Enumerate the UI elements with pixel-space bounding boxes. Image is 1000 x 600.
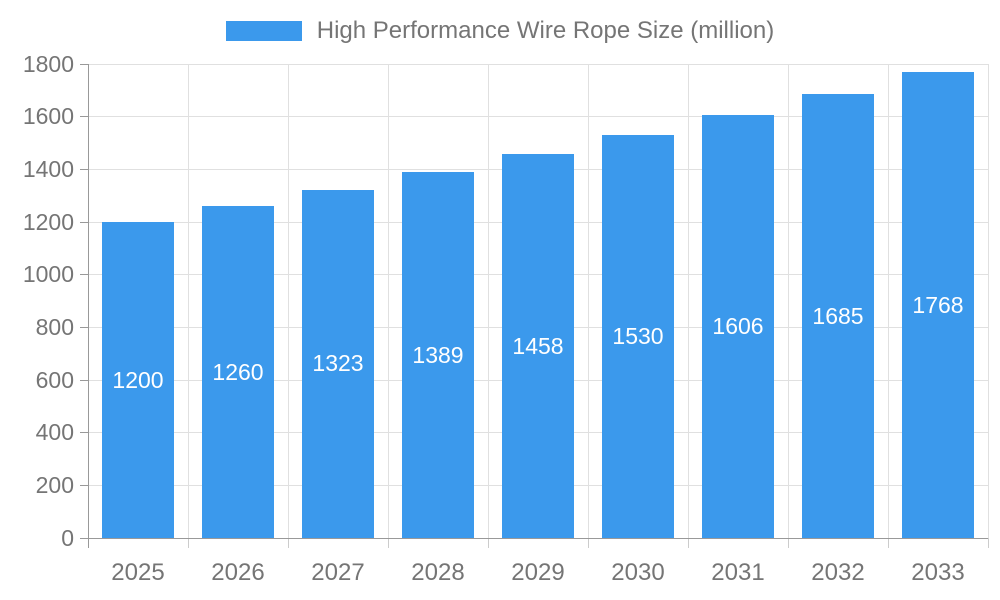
legend-label: High Performance Wire Rope Size (million…	[316, 17, 775, 44]
y-axis-label: 1400	[22, 155, 74, 182]
y-axis-tick	[80, 537, 88, 539]
x-gridline	[587, 64, 589, 538]
x-axis-label: 2026	[211, 559, 265, 586]
legend-swatch	[225, 21, 302, 41]
y-axis-tick	[80, 484, 88, 486]
x-axis-label: 2031	[711, 559, 765, 586]
bar[interactable]	[202, 206, 274, 538]
x-gridline	[687, 64, 689, 538]
x-gridline	[187, 64, 189, 538]
y-axis-label: 1600	[22, 103, 74, 130]
bar[interactable]	[402, 172, 474, 538]
bar[interactable]	[502, 154, 574, 538]
y-gridline	[88, 116, 988, 118]
bar[interactable]	[302, 189, 374, 538]
x-axis-tick	[787, 538, 789, 548]
legend-item[interactable]: High Performance Wire Rope Size (million…	[0, 14, 1000, 48]
y-axis-tick	[80, 326, 88, 328]
bar[interactable]	[902, 72, 974, 538]
x-axis-tick	[687, 538, 689, 548]
x-axis-label: 2030	[611, 559, 665, 586]
x-axis-label: 2025	[111, 559, 165, 586]
y-axis-label: 800	[35, 313, 74, 340]
x-axis-tick	[987, 538, 989, 548]
x-axis-label: 2032	[811, 559, 865, 586]
x-gridline	[987, 64, 989, 538]
y-axis-tick	[80, 379, 88, 381]
y-gridline	[88, 63, 988, 65]
bar[interactable]	[802, 94, 874, 538]
bar[interactable]	[702, 115, 774, 538]
x-axis-tick	[487, 538, 489, 548]
y-axis-label: 0	[61, 524, 74, 551]
x-axis-tick	[387, 538, 389, 548]
x-gridline	[887, 64, 889, 538]
x-axis-tick	[287, 538, 289, 548]
x-axis-label: 2028	[411, 559, 465, 586]
x-axis-tick	[887, 538, 889, 548]
y-axis-label: 1200	[22, 208, 74, 235]
y-axis-label: 1800	[22, 50, 74, 77]
x-gridline	[787, 64, 789, 538]
x-gridline	[487, 64, 489, 538]
bar[interactable]	[102, 222, 174, 538]
y-axis-label: 200	[35, 471, 74, 498]
x-axis-label: 2027	[311, 559, 365, 586]
x-axis-tick	[187, 538, 189, 548]
y-axis-tick	[80, 274, 88, 276]
y-axis-label: 1000	[22, 261, 74, 288]
y-axis-tick	[80, 116, 88, 118]
y-axis-tick	[80, 168, 88, 170]
y-axis-label: 400	[35, 419, 74, 446]
x-axis-line	[88, 537, 988, 539]
x-axis-tick	[587, 538, 589, 548]
y-axis-tick	[80, 63, 88, 65]
x-gridline	[387, 64, 389, 538]
y-axis-label: 600	[35, 366, 74, 393]
x-gridline	[287, 64, 289, 538]
y-axis-tick	[80, 432, 88, 434]
x-axis-label: 2029	[511, 559, 565, 586]
y-axis-line	[87, 64, 89, 548]
x-axis-label: 2033	[911, 559, 965, 586]
y-axis-tick	[80, 221, 88, 223]
bar[interactable]	[602, 135, 674, 538]
